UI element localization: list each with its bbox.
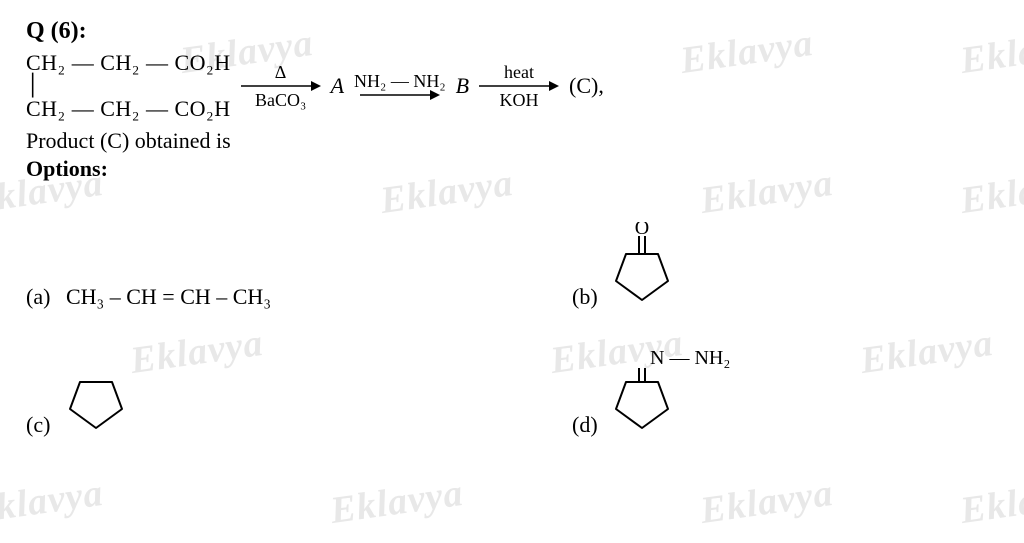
options-label: Options: xyxy=(26,156,998,182)
svg-text:O: O xyxy=(635,222,649,239)
product-question: Product (C) obtained is xyxy=(26,128,998,154)
reaction-steps: ΔBaCO₃ A NH₂ — NH₂ BheatKOH (C), xyxy=(241,63,606,109)
sm-line2: CH₂ — CH₂ — CO₂H xyxy=(26,97,231,120)
question-number: Q (6): xyxy=(26,18,998,45)
arrow-bottom-label: KOH xyxy=(500,91,539,109)
option-c-structure xyxy=(66,378,130,438)
option-c-label: (c) xyxy=(26,412,56,438)
option-d-label: (d) xyxy=(572,412,602,438)
arrow-bottom-label: BaCO₃ xyxy=(255,91,306,109)
option-a: (a) CH₃ – CH = CH – CH₃ xyxy=(26,284,452,310)
intermediate-label: A xyxy=(329,73,346,99)
arrow-step: heatKOH xyxy=(479,63,559,109)
option-b-structure: O xyxy=(612,222,676,310)
watermark-text: Eklavya xyxy=(698,471,836,533)
reaction-scheme: CH₂ — CH₂ — CO₂H │ CH₂ — CH₂ — CO₂H ΔBaC… xyxy=(26,51,998,120)
option-b: (b) O xyxy=(572,222,998,310)
option-a-label: (a) xyxy=(26,284,56,310)
arrow-step: ΔBaCO₃ xyxy=(241,63,321,109)
watermark-text: Eklavya xyxy=(0,471,106,533)
intermediate-label: (C), xyxy=(567,73,606,99)
option-a-text: CH₃ – CH = CH – CH₃ xyxy=(66,284,271,310)
option-c: (c) xyxy=(26,378,452,438)
sm-line1: CH₂ — CH₂ — CO₂H xyxy=(26,51,231,74)
intermediate-label: B xyxy=(454,73,471,99)
sm-bond: │ xyxy=(26,74,231,97)
svg-text:N — NH₂: N — NH₂ xyxy=(650,350,730,369)
options-grid: (a) CH₃ – CH = CH – CH₃ (b) O (c) (d) N … xyxy=(26,222,998,438)
watermark-text: Eklavya xyxy=(328,471,466,533)
starting-material: CH₂ — CH₂ — CO₂H │ CH₂ — CH₂ — CO₂H xyxy=(26,51,231,120)
arrow-step: NH₂ — NH₂ xyxy=(354,72,446,100)
option-d: (d) N — NH₂ xyxy=(572,350,998,438)
watermark-text: Eklavya xyxy=(958,471,1024,533)
option-b-label: (b) xyxy=(572,284,602,310)
option-d-structure: N — NH₂ xyxy=(612,350,772,438)
